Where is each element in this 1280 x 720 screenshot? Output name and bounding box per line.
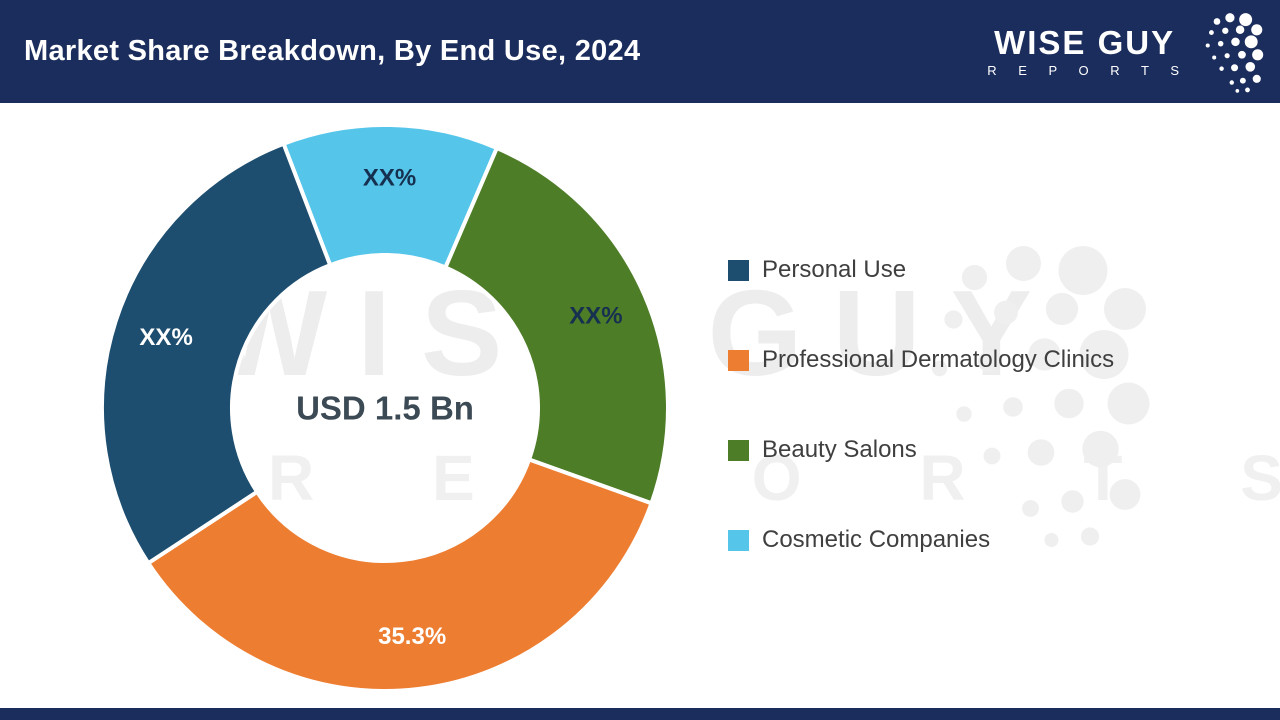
legend-swatch bbox=[728, 259, 749, 281]
legend-label: Personal Use bbox=[762, 256, 907, 283]
legend-item-personal-use: Personal Use bbox=[728, 255, 1114, 285]
logo-wordmark: WISE GUY R E P O R T S bbox=[981, 26, 1188, 78]
legend-swatch bbox=[728, 349, 749, 371]
legend-swatch bbox=[728, 439, 749, 461]
legend-item-beauty-salons: Beauty Salons bbox=[728, 435, 1114, 465]
chart-legend: Personal Use Professional Dermatology Cl… bbox=[728, 255, 1114, 555]
donut-segment-label: 35.3% bbox=[378, 623, 446, 650]
legend-label: Cosmetic Companies bbox=[762, 526, 991, 553]
header: Market Share Breakdown, By End Use, 2024… bbox=[0, 0, 1280, 103]
footer-bar bbox=[0, 708, 1280, 720]
donut-center-label: USD 1.5 Bn bbox=[296, 390, 474, 427]
logo-wordmark-sub: R E P O R T S bbox=[987, 62, 1188, 78]
dotted-head-logo-icon bbox=[1205, 12, 1264, 93]
donut-segment-label: XX% bbox=[139, 324, 192, 351]
donut-segment-beauty-salons bbox=[443, 146, 670, 506]
donut-segment-professional-dermatology-clinics bbox=[146, 457, 654, 693]
legend-item-cosmetic-companies: Cosmetic Companies bbox=[728, 525, 1114, 555]
donut-chart: USD 1.5 Bn XX% XX% 35.3% XX% bbox=[100, 123, 670, 693]
donut-segment-label: XX% bbox=[569, 303, 622, 330]
page-title: Market Share Breakdown, By End Use, 2024 bbox=[24, 35, 641, 67]
legend-item-professional-dermatology-clinics: Professional Dermatology Clinics bbox=[728, 345, 1114, 375]
donut-segment-personal-use bbox=[100, 141, 333, 566]
donut-segment-label: XX% bbox=[363, 165, 416, 192]
chart-area: WISE GUY R E P O R T S USD 1.5 Bn XX% XX%… bbox=[0, 103, 1280, 708]
logo-wordmark-main: WISE GUY bbox=[994, 23, 1176, 61]
legend-swatch bbox=[728, 529, 749, 551]
legend-label: Beauty Salons bbox=[762, 436, 917, 463]
brand-logo: WISE GUY R E P O R T S bbox=[981, 8, 1266, 96]
legend-label: Professional Dermatology Clinics bbox=[762, 346, 1115, 373]
